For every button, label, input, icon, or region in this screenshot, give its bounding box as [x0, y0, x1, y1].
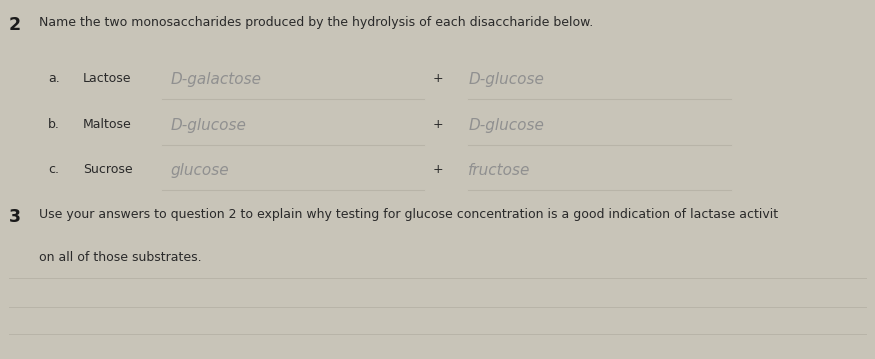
Text: c.: c.	[48, 163, 60, 176]
Text: D-glucose: D-glucose	[468, 72, 544, 87]
Text: D-glucose: D-glucose	[468, 118, 544, 134]
Text: 2: 2	[9, 16, 21, 34]
Text: 3: 3	[9, 208, 21, 226]
Text: Use your answers to question 2 to explain why testing for glucose concentration : Use your answers to question 2 to explai…	[39, 208, 779, 221]
Text: +: +	[433, 163, 444, 176]
Text: on all of those substrates.: on all of those substrates.	[39, 251, 202, 264]
Text: glucose: glucose	[171, 163, 229, 178]
Text: D-galactose: D-galactose	[171, 72, 262, 87]
Text: Maltose: Maltose	[83, 118, 132, 131]
Text: Name the two monosaccharides produced by the hydrolysis of each disaccharide bel: Name the two monosaccharides produced by…	[39, 16, 593, 29]
Text: b.: b.	[48, 118, 60, 131]
Text: D-glucose: D-glucose	[171, 118, 247, 134]
Text: Sucrose: Sucrose	[83, 163, 133, 176]
Text: +: +	[433, 72, 444, 85]
Text: +: +	[433, 118, 444, 131]
Text: Lactose: Lactose	[83, 72, 131, 85]
Text: fructose: fructose	[468, 163, 530, 178]
Text: a.: a.	[48, 72, 60, 85]
